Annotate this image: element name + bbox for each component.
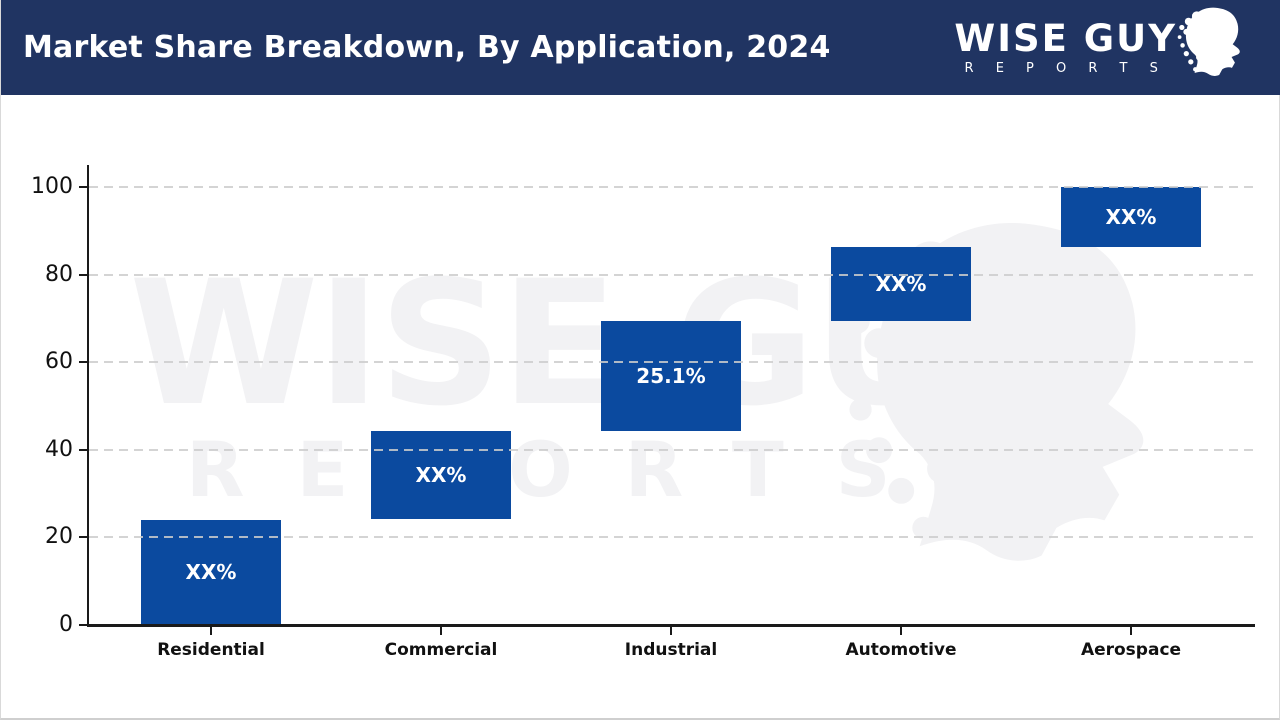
- y-tick-80: [79, 273, 88, 276]
- x-axis-line: [87, 624, 1255, 627]
- gridline-60: [89, 361, 1255, 364]
- gridline-100: [89, 186, 1255, 188]
- gridline-40: [89, 448, 1255, 451]
- y-tick-label-0: 0: [59, 612, 73, 637]
- watermark-reports-text: REPORTS: [186, 425, 943, 514]
- brand-logo: WISE GUY R E P O R T S: [954, 5, 1259, 91]
- y-tick-label-80: 80: [45, 261, 73, 287]
- brand-logo-text: WISE GUY R E P O R T S: [954, 20, 1177, 76]
- y-tick-40: [79, 448, 88, 451]
- x-category-label-residential: Residential: [157, 640, 265, 660]
- brand-head-icon: [1177, 7, 1240, 76]
- x-category-label-aerospace: Aerospace: [1080, 640, 1182, 660]
- bar-value-label: XX%: [875, 272, 927, 297]
- y-tick-0: [79, 624, 88, 626]
- y-tick-label-20: 20: [45, 524, 73, 550]
- gridline-80: [89, 273, 1255, 276]
- x-category-label-industrial: Industrial: [624, 640, 718, 660]
- bar-value-label: XX%: [415, 463, 467, 488]
- bar-value-label: 25.1%: [636, 364, 706, 388]
- bar-aerospace: XX%: [1061, 187, 1201, 247]
- y-tick-20: [79, 536, 88, 539]
- y-tick-label-60: 60: [45, 349, 73, 375]
- y-tick-label-40: 40: [45, 436, 73, 462]
- header-bar: Market Share Breakdown, By Application, …: [1, 0, 1280, 95]
- y-tick-100: [79, 186, 88, 188]
- y-tick-60: [79, 361, 88, 364]
- x-category-label-commercial: Commercial: [384, 640, 498, 660]
- bar-value-label: XX%: [185, 560, 237, 585]
- x-category-label-automotive: Automotive: [845, 640, 957, 660]
- plot-area: XX% XX% 25.1% XX% XX%: [89, 165, 1255, 625]
- bar-value-label: XX%: [1105, 204, 1157, 229]
- x-tick-commercial: [440, 627, 442, 635]
- x-tick-residential: [210, 627, 212, 635]
- x-tick-aerospace: [1130, 627, 1132, 635]
- gridline-20: [89, 536, 1255, 539]
- y-tick-label-100: 100: [31, 174, 73, 199]
- bar-automotive: XX%: [831, 246, 971, 322]
- bar-industrial: 25.1%: [601, 321, 741, 431]
- y-axis-line: [87, 165, 89, 626]
- x-tick-industrial: [670, 627, 672, 635]
- page-title: Market Share Breakdown, By Application, …: [23, 30, 831, 65]
- x-tick-automotive: [900, 627, 902, 635]
- brand-name: WISE GUY: [954, 16, 1177, 60]
- brand-subtitle: R E P O R T S: [964, 60, 1167, 76]
- bar-commercial: XX%: [371, 431, 511, 520]
